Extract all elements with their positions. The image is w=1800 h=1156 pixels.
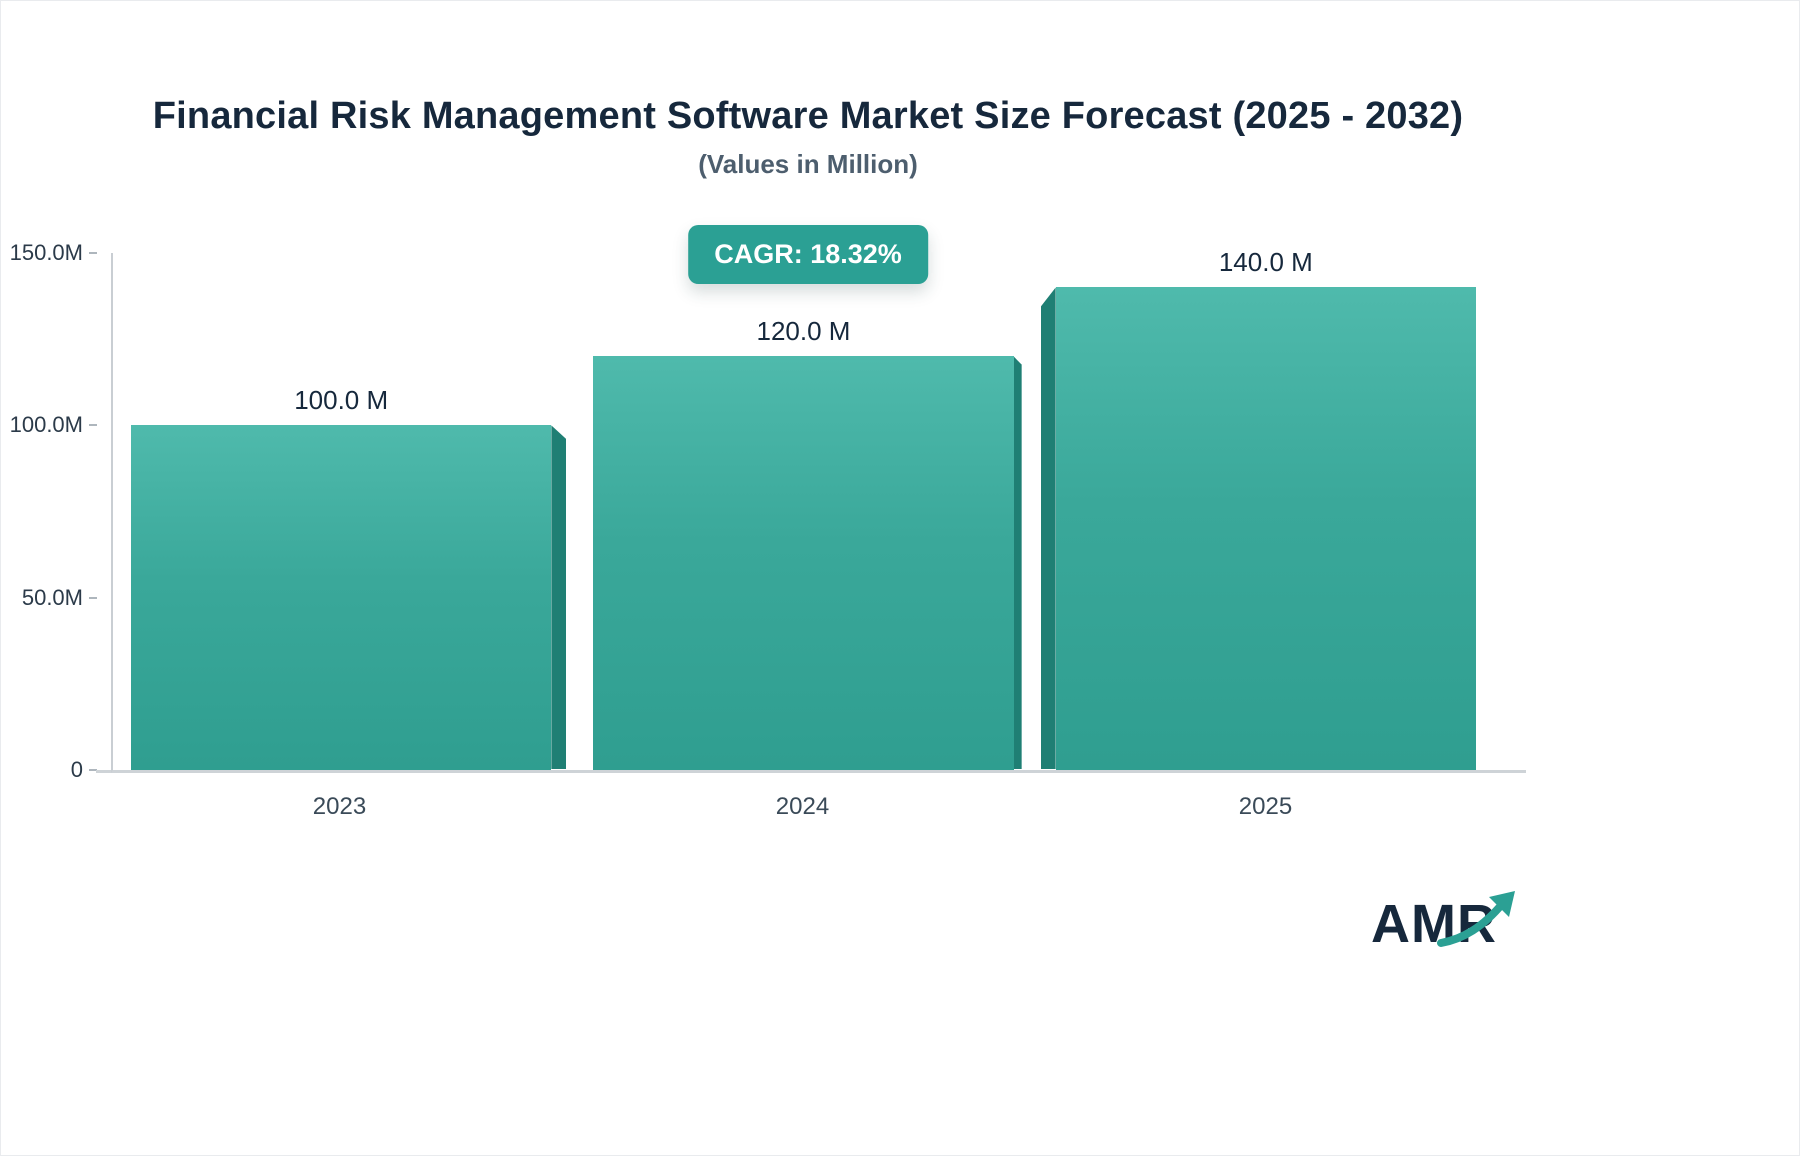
bar-3d-side xyxy=(1040,287,1056,769)
x-axis-label: 2024 xyxy=(775,793,830,820)
y-tick-0: 0 xyxy=(71,757,113,783)
bar-face xyxy=(593,356,1014,770)
bar-2025: 140.0 M xyxy=(1040,247,1476,770)
bar-face xyxy=(1055,287,1476,770)
chart-title: Financial Risk Management Software Marke… xyxy=(152,95,1464,137)
y-tick-150: 150.0M xyxy=(10,240,113,266)
bar-value-label: 120.0 M xyxy=(756,316,851,347)
bar-3d-side xyxy=(551,425,567,769)
y-tick-label: 50.0M xyxy=(21,584,83,610)
y-tick-label: 0 xyxy=(70,757,83,782)
y-tick-50: 50.0M xyxy=(22,585,113,611)
bar-face xyxy=(131,425,552,770)
y-tick-label: 150.0M xyxy=(9,240,83,265)
y-tick-100: 100.0M xyxy=(10,412,113,438)
y-tick-label: 100.0M xyxy=(9,412,83,438)
chart-subtitle: (Values in Million) xyxy=(698,149,918,179)
growth-arrow-icon xyxy=(1437,891,1515,947)
y-tick-mark xyxy=(89,596,97,599)
cagr-badge: CAGR: 18.32% xyxy=(688,225,928,284)
y-tick-mark xyxy=(89,424,97,427)
amr-logo: AMR xyxy=(1371,891,1515,951)
x-labels: 2023 2024 2025 xyxy=(111,793,1526,821)
x-axis-label: 2025 xyxy=(1238,793,1293,820)
bar-value-label: 140.0 M xyxy=(1218,247,1313,278)
y-tick-mark xyxy=(89,769,97,771)
bars: 100.0 M 120.0 M 140.0 M xyxy=(113,247,1526,770)
bar-2024: 120.0 M xyxy=(593,316,1022,770)
plot-area: 100.0 M 120.0 M 140.0 M 0 50.0M 100.0M 150.0M xyxy=(10,240,1526,782)
x-axis-label: 2023 xyxy=(312,793,367,820)
bar-value-label: 100.0 M xyxy=(294,385,389,416)
bar-2023: 100.0 M xyxy=(131,385,567,770)
y-tick-mark xyxy=(89,252,97,254)
bar-3d-side xyxy=(1013,356,1022,769)
